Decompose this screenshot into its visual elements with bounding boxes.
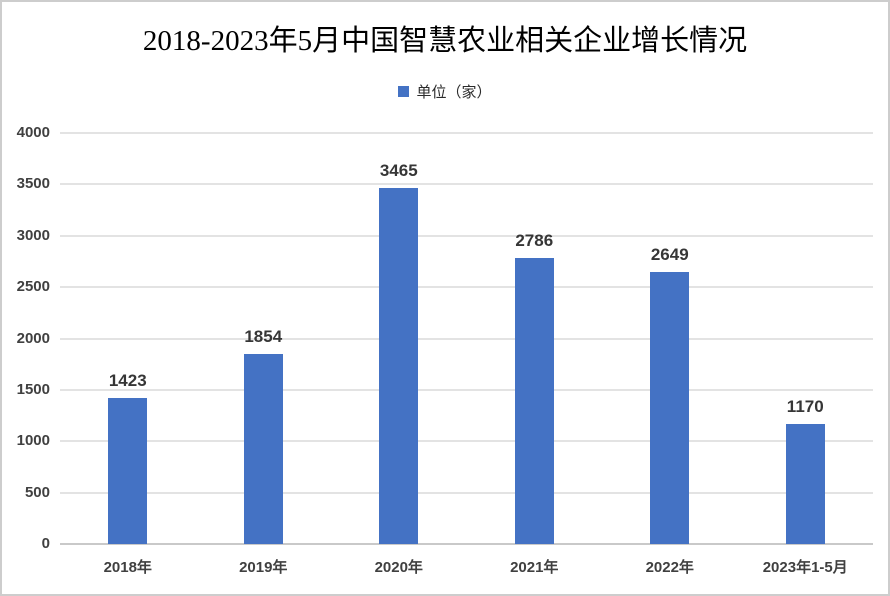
y-gridline xyxy=(60,337,873,340)
x-axis-category-label: 2019年 xyxy=(239,559,288,576)
x-axis-category-label: 2021年 xyxy=(510,559,559,576)
y-axis-tick-label: 1000 xyxy=(16,432,50,450)
chart-title: 2018-2023年5月中国智慧农业相关企业增长情况 xyxy=(142,25,748,57)
bar[interactable] xyxy=(379,188,419,544)
y-gridline xyxy=(60,234,873,237)
y-axis-tick-label: 3000 xyxy=(16,226,50,244)
y-axis-tick-label: 2000 xyxy=(16,329,50,347)
y-gridline xyxy=(60,286,873,289)
bar[interactable] xyxy=(243,354,283,544)
bar-data-label: 2649 xyxy=(650,245,689,264)
bar-data-label: 1170 xyxy=(786,397,824,416)
y-gridline xyxy=(60,183,873,186)
y-gridline xyxy=(60,440,873,443)
bar-data-label: 2786 xyxy=(515,231,554,250)
bar[interactable] xyxy=(108,398,148,544)
bar-data-label: 1854 xyxy=(244,327,283,346)
x-axis-category-label: 2018年 xyxy=(103,559,152,576)
bar-data-label: 1423 xyxy=(108,371,147,390)
y-axis-tick-label: 4000 xyxy=(16,124,50,141)
y-axis-tick-label: 3500 xyxy=(16,175,50,193)
legend-color-swatch xyxy=(398,86,410,97)
plot-area: 0 500 1000 1500 2000 2500 3000 3500 4000 1423 2018… xyxy=(17,124,873,576)
y-axis-tick-label: 2500 xyxy=(16,278,50,296)
x-axis-category-label: 2022年 xyxy=(645,559,694,576)
bar[interactable] xyxy=(650,272,690,544)
legend: 单位（家） xyxy=(2,81,888,102)
bar[interactable] xyxy=(514,258,554,544)
y-gridline xyxy=(60,388,873,391)
x-axis-line xyxy=(60,543,873,545)
bar[interactable] xyxy=(785,424,825,544)
y-axis-tick-label: 1500 xyxy=(16,380,50,398)
y-gridline xyxy=(60,132,873,134)
legend-label: 单位（家） xyxy=(416,85,492,101)
y-axis-tick-label: 0 xyxy=(41,535,50,552)
bar-data-label: 3465 xyxy=(379,161,418,180)
x-axis-category-label: 2020年 xyxy=(374,559,423,576)
y-axis-tick-label: 500 xyxy=(24,483,50,501)
y-gridline xyxy=(60,491,873,494)
x-axis-category-label: 2023年1-5月 xyxy=(762,559,848,576)
